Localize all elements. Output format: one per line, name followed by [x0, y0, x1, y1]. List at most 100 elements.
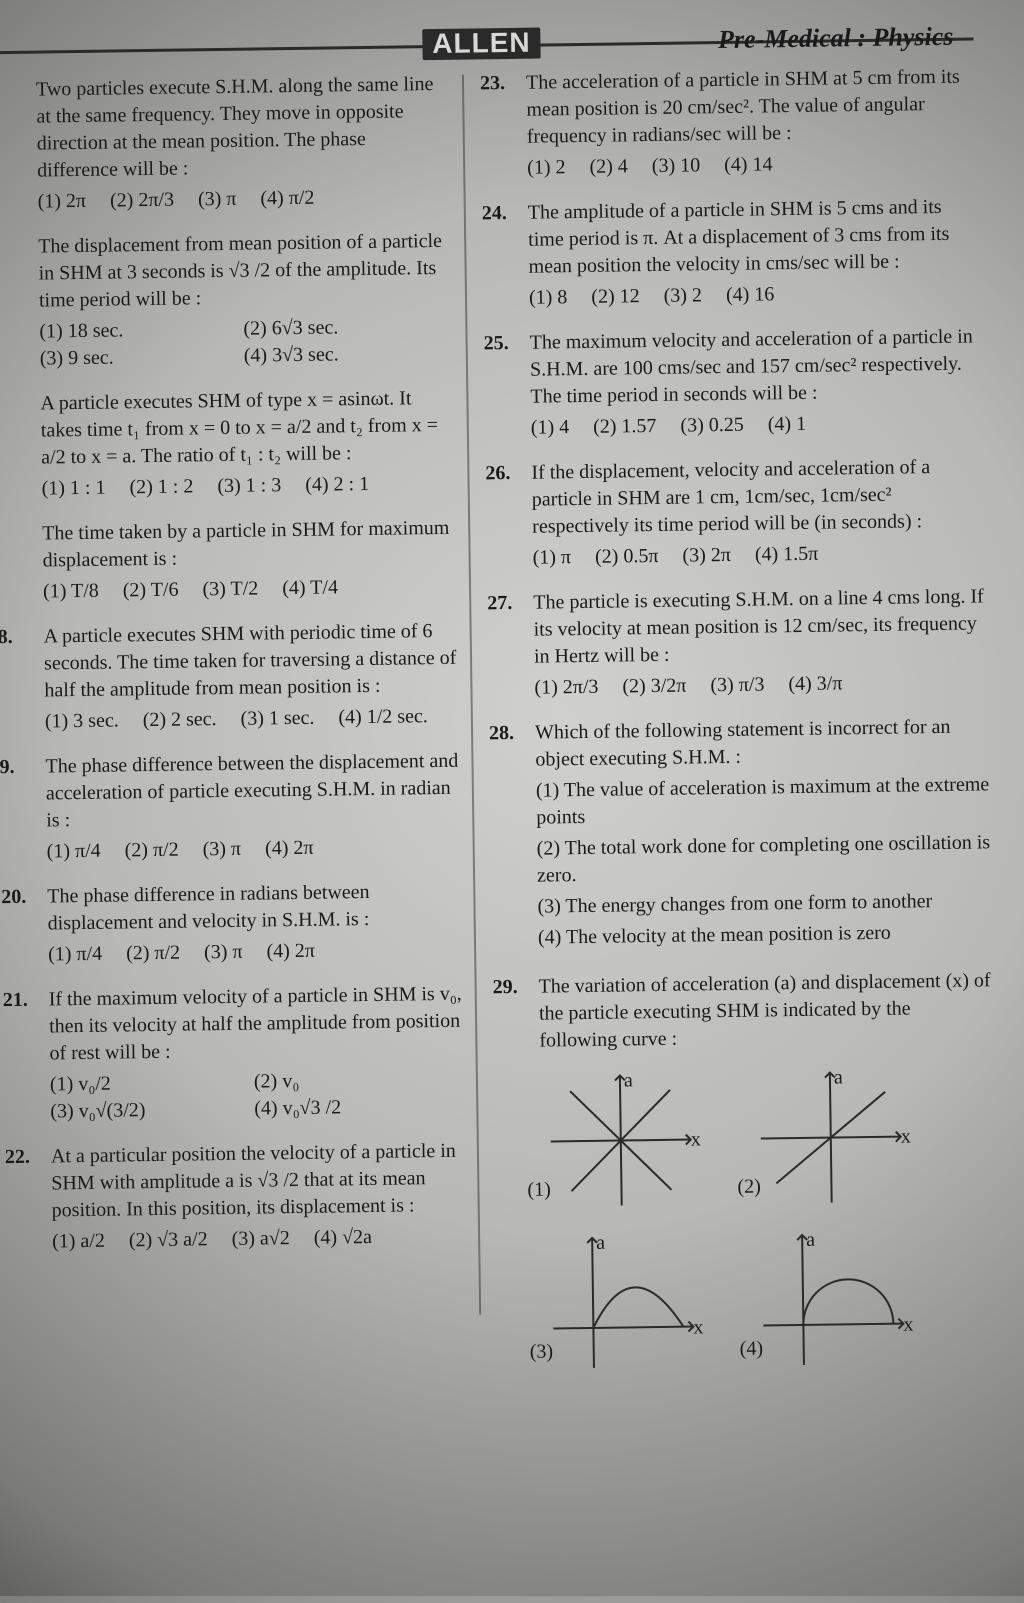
- question: 26. If the displacement, velocity and ac…: [485, 453, 987, 572]
- question: 28. Which of the following statement is …: [489, 713, 992, 956]
- question: 22. At a particular position the velocit…: [5, 1138, 467, 1256]
- question: Two particles execute S.H.M. along the s…: [0, 71, 452, 216]
- option: (3) T/2: [202, 576, 258, 604]
- option: (1) 2π: [37, 188, 86, 216]
- question-text: The maximum velocity and acceleration of…: [529, 326, 972, 408]
- question-number: 26.: [485, 460, 527, 488]
- option: (1) π/4: [48, 941, 102, 969]
- option: (4) 1.5π: [755, 541, 819, 569]
- question-text: If the displacement, velocity and accele…: [531, 456, 930, 538]
- option: (3) π: [202, 836, 241, 864]
- question-number: 23.: [480, 70, 522, 98]
- option: (1) 18 sec.: [39, 316, 219, 346]
- question: 8. A particle executes SHM with periodic…: [0, 618, 459, 736]
- option-number: (1): [527, 1176, 551, 1203]
- axes-graph-icon: [532, 1226, 704, 1378]
- question-number: [0, 391, 36, 392]
- axis-a-label: a: [624, 1067, 633, 1094]
- axes-graph-icon: [530, 1064, 702, 1216]
- question-number: 28.: [489, 720, 531, 748]
- question-number: 24.: [482, 200, 524, 228]
- option: (1) 2π/3: [534, 674, 598, 702]
- option: (2) The total work done for completing o…: [537, 829, 992, 889]
- question-number: 21.: [3, 987, 45, 1015]
- option: (3) The energy changes from one form to …: [537, 888, 932, 921]
- axis-x-label: x: [901, 1123, 911, 1150]
- axis-x-label: x: [903, 1311, 913, 1338]
- options: (1) a/2 (2) √3 a/2 (3) a√2 (4) √2a: [52, 1223, 466, 1256]
- brand-logo: ALLEN: [422, 28, 541, 60]
- option: (4) 2 : 1: [305, 471, 369, 499]
- option: (2) π/2: [124, 837, 178, 865]
- option: (2) 3/2π: [622, 673, 686, 701]
- question-text: A particle executes SHM of type x = asin…: [40, 387, 438, 468]
- graph-option-1: (1) a x: [530, 1064, 702, 1216]
- option: (2) 12: [591, 283, 640, 311]
- option: (2) 2π/3: [110, 187, 174, 215]
- right-column: 23. The acceleration of a particle in SH…: [480, 63, 998, 1397]
- option: (1) 3 sec.: [45, 707, 119, 735]
- axes-graph-icon: [742, 1223, 914, 1375]
- axis-x-label: x: [693, 1314, 703, 1341]
- axis-a-label: a: [834, 1064, 843, 1091]
- option: (4) The velocity at the mean position is…: [538, 920, 891, 952]
- option: (4) 1/2 sec.: [338, 703, 428, 731]
- axis-a-label: a: [806, 1227, 815, 1254]
- option: (2) 4: [589, 153, 628, 181]
- options: (1) T/8 (2) T/6 (3) T/2 (4) T/4: [43, 573, 457, 606]
- option: (2) 1.57: [593, 413, 657, 441]
- options: (1) π/4 (2) π/2 (3) π (4) 2π: [47, 833, 461, 866]
- options: (1) 3 sec. (2) 2 sec. (3) 1 sec. (4) 1/2…: [45, 703, 459, 736]
- option: (1) π/4: [47, 838, 101, 866]
- graph-option-3: (3) a x: [532, 1226, 704, 1378]
- question-number: 9.: [0, 754, 42, 782]
- question-text: At a particular position the velocity of…: [51, 1140, 456, 1222]
- option: (1) π: [532, 544, 571, 572]
- option: (4) 14: [724, 151, 773, 179]
- question: 24. The amplitude of a particle in SHM i…: [482, 193, 984, 312]
- options: (1) 2π (2) 2π/3 (3) π (4) π/2: [37, 183, 451, 216]
- option: (1) 2: [527, 154, 566, 182]
- question-text: The variation of acceleration (a) and di…: [538, 969, 990, 1051]
- options: (1) The value of acceleration is maximum…: [536, 771, 992, 955]
- options: (1) π/4 (2) π/2 (3) π (4) 2π: [48, 936, 462, 969]
- option: (4) 2π: [265, 835, 314, 863]
- option: (1) 4: [531, 414, 570, 442]
- question-number: 8.: [0, 624, 40, 652]
- options: (1) 2 (2) 4 (3) 10 (4) 14: [527, 148, 981, 181]
- question: The time taken by a particle in SHM for …: [0, 515, 457, 606]
- option-number: (2): [737, 1174, 761, 1201]
- page: ALLEN Pre-Medical : Physics Two particle…: [0, 0, 1024, 1603]
- options: (1) 8 (2) 12 (3) 2 (4) 16: [529, 278, 983, 311]
- question: 9. The phase difference between the disp…: [0, 748, 461, 866]
- option: (3) v₀√(3/2): [50, 1096, 230, 1126]
- question: 27. The particle is executing S.H.M. on …: [487, 583, 989, 702]
- question: The displacement from mean position of a…: [0, 228, 454, 373]
- option: (3) π: [204, 939, 243, 967]
- option: (1) T/8: [43, 578, 99, 606]
- option: (3) π/3: [710, 671, 764, 699]
- question: 29. The variation of acceleration (a) an…: [492, 967, 998, 1379]
- option: (4) 1: [768, 411, 807, 439]
- option: (2) 1 : 2: [129, 473, 193, 501]
- option: (2) 2 sec.: [143, 706, 217, 734]
- option: (3) 10: [652, 152, 701, 180]
- option-number: (3): [530, 1338, 554, 1365]
- graph-option-2: (2) a x: [740, 1061, 912, 1213]
- question: 20. The phase difference in radians betw…: [1, 878, 462, 969]
- option: (4) 3/π: [788, 670, 842, 698]
- question-text: The particle is executing S.H.M. on a li…: [533, 585, 984, 667]
- option: (4) 3√3 sec.: [244, 340, 424, 370]
- question-text: The phase difference between the displac…: [45, 750, 458, 832]
- graph-option-4: (4) a x: [742, 1223, 914, 1375]
- option: (4) T/4: [282, 574, 338, 602]
- question-text: The time taken by a particle in SHM for …: [42, 517, 449, 572]
- left-column: Two particles execute S.H.M. along the s…: [0, 71, 467, 1274]
- option: (4) v₀√3 /2: [254, 1093, 434, 1123]
- option: (2) 0.5π: [595, 543, 659, 571]
- option: (1) a/2: [52, 1228, 105, 1256]
- options: (1) 1 : 1 (2) 1 : 2 (3) 1 : 3 (4) 2 : 1: [41, 470, 455, 503]
- option: (1) The value of acceleration is maximum…: [536, 771, 991, 831]
- subject-label: Pre-Medical : Physics: [718, 22, 954, 55]
- option: (2) 6√3 sec.: [243, 313, 423, 343]
